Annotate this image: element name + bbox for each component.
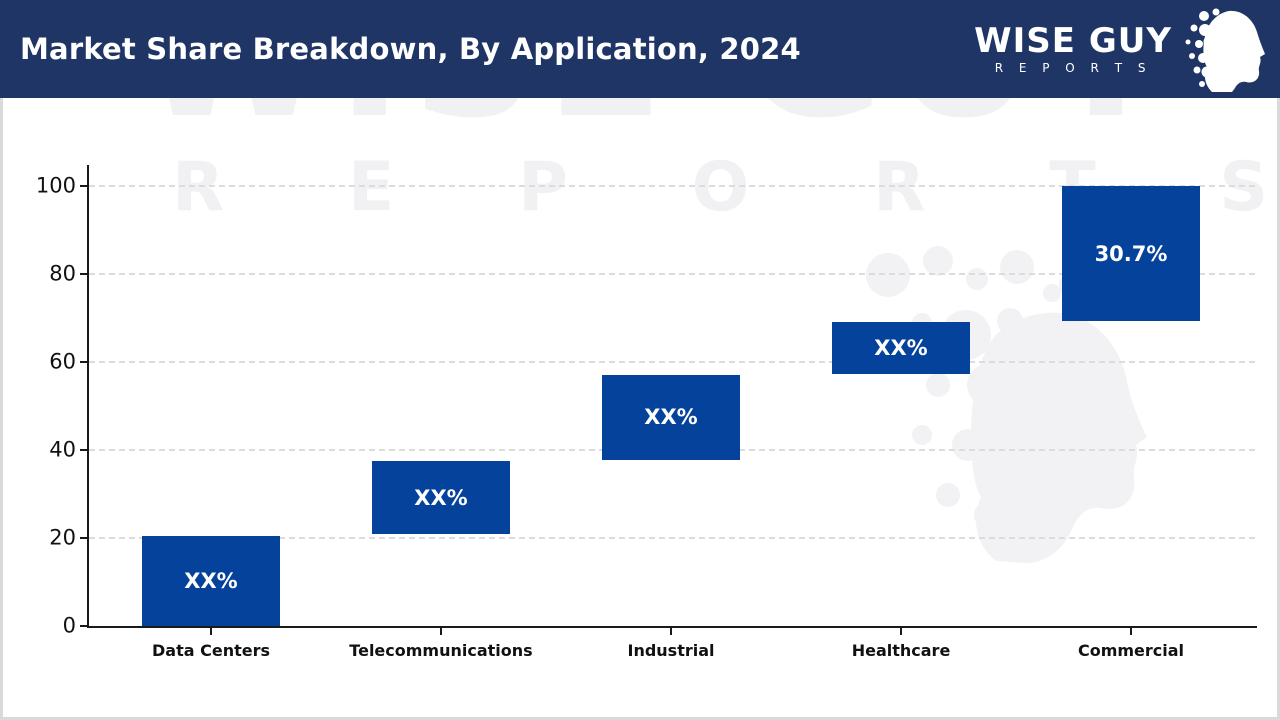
logo-text: WISE GUY R E P O R T S — [974, 24, 1172, 74]
bar-industrial: XX% — [602, 374, 740, 460]
y-axis — [87, 165, 89, 628]
figure-edge-bottom — [0, 717, 1280, 720]
bar-telecommunications: XX% — [372, 460, 510, 535]
x-axis — [87, 626, 1257, 628]
y-tick-80 — [80, 273, 87, 275]
logo-subtitle: R E P O R T S — [994, 61, 1152, 75]
gridline-20 — [89, 537, 1255, 539]
logo-wordmark: WISE GUY — [974, 21, 1172, 61]
bar-healthcare: XX% — [832, 321, 970, 374]
y-tick-label-100: 100 — [35, 173, 76, 198]
category-label-0: Data Centers — [152, 641, 270, 660]
figure-edge-left — [0, 98, 3, 720]
x-tick-0 — [210, 628, 212, 635]
figure-edge-right — [1277, 98, 1280, 720]
gridline-80 — [89, 273, 1255, 275]
category-label-3: Healthcare — [851, 641, 951, 660]
category-label-1: Telecommunications — [349, 641, 533, 660]
x-tick-4 — [1130, 628, 1132, 635]
chart-area: WISE GUY R E P O R T S 020406080100XX%Da… — [0, 98, 1280, 720]
x-tick-1 — [440, 628, 442, 635]
bar-data-centers: XX% — [142, 535, 280, 626]
y-tick-0 — [80, 625, 87, 627]
x-tick-3 — [900, 628, 902, 635]
category-label-2: Industrial — [627, 641, 715, 660]
y-tick-label-80: 80 — [49, 261, 76, 286]
y-tick-label-60: 60 — [49, 349, 76, 374]
y-tick-label-0: 0 — [62, 613, 76, 638]
category-label-4: Commercial — [1077, 641, 1185, 660]
gridline-60 — [89, 361, 1255, 363]
logo-head-icon — [1185, 8, 1265, 92]
chart-title: Market Share Breakdown, By Application, … — [20, 32, 801, 66]
wise-guy-logo: WISE GUY R E P O R T S — [974, 6, 1266, 92]
bar-value-label: 30.7% — [1094, 241, 1168, 266]
header: Market Share Breakdown, By Application, … — [0, 0, 1280, 98]
y-tick-20 — [80, 537, 87, 539]
bar-value-label: XX% — [184, 568, 238, 593]
bar-value-label: XX% — [874, 335, 928, 360]
bar-value-label: XX% — [414, 485, 468, 510]
plot-area: 0 20 40 60 80 100 XX% Data Centers XX% Telecommun… — [0, 98, 1280, 720]
y-tick-100 — [80, 185, 87, 187]
gridline-100 — [89, 185, 1255, 187]
y-tick-label-20: 20 — [49, 525, 76, 550]
y-tick-40 — [80, 449, 87, 451]
y-tick-label-40: 40 — [49, 437, 76, 462]
bar-commercial: 30.7% — [1062, 186, 1200, 322]
x-tick-2 — [670, 628, 672, 635]
bar-value-label: XX% — [644, 405, 698, 430]
y-tick-60 — [80, 361, 87, 363]
